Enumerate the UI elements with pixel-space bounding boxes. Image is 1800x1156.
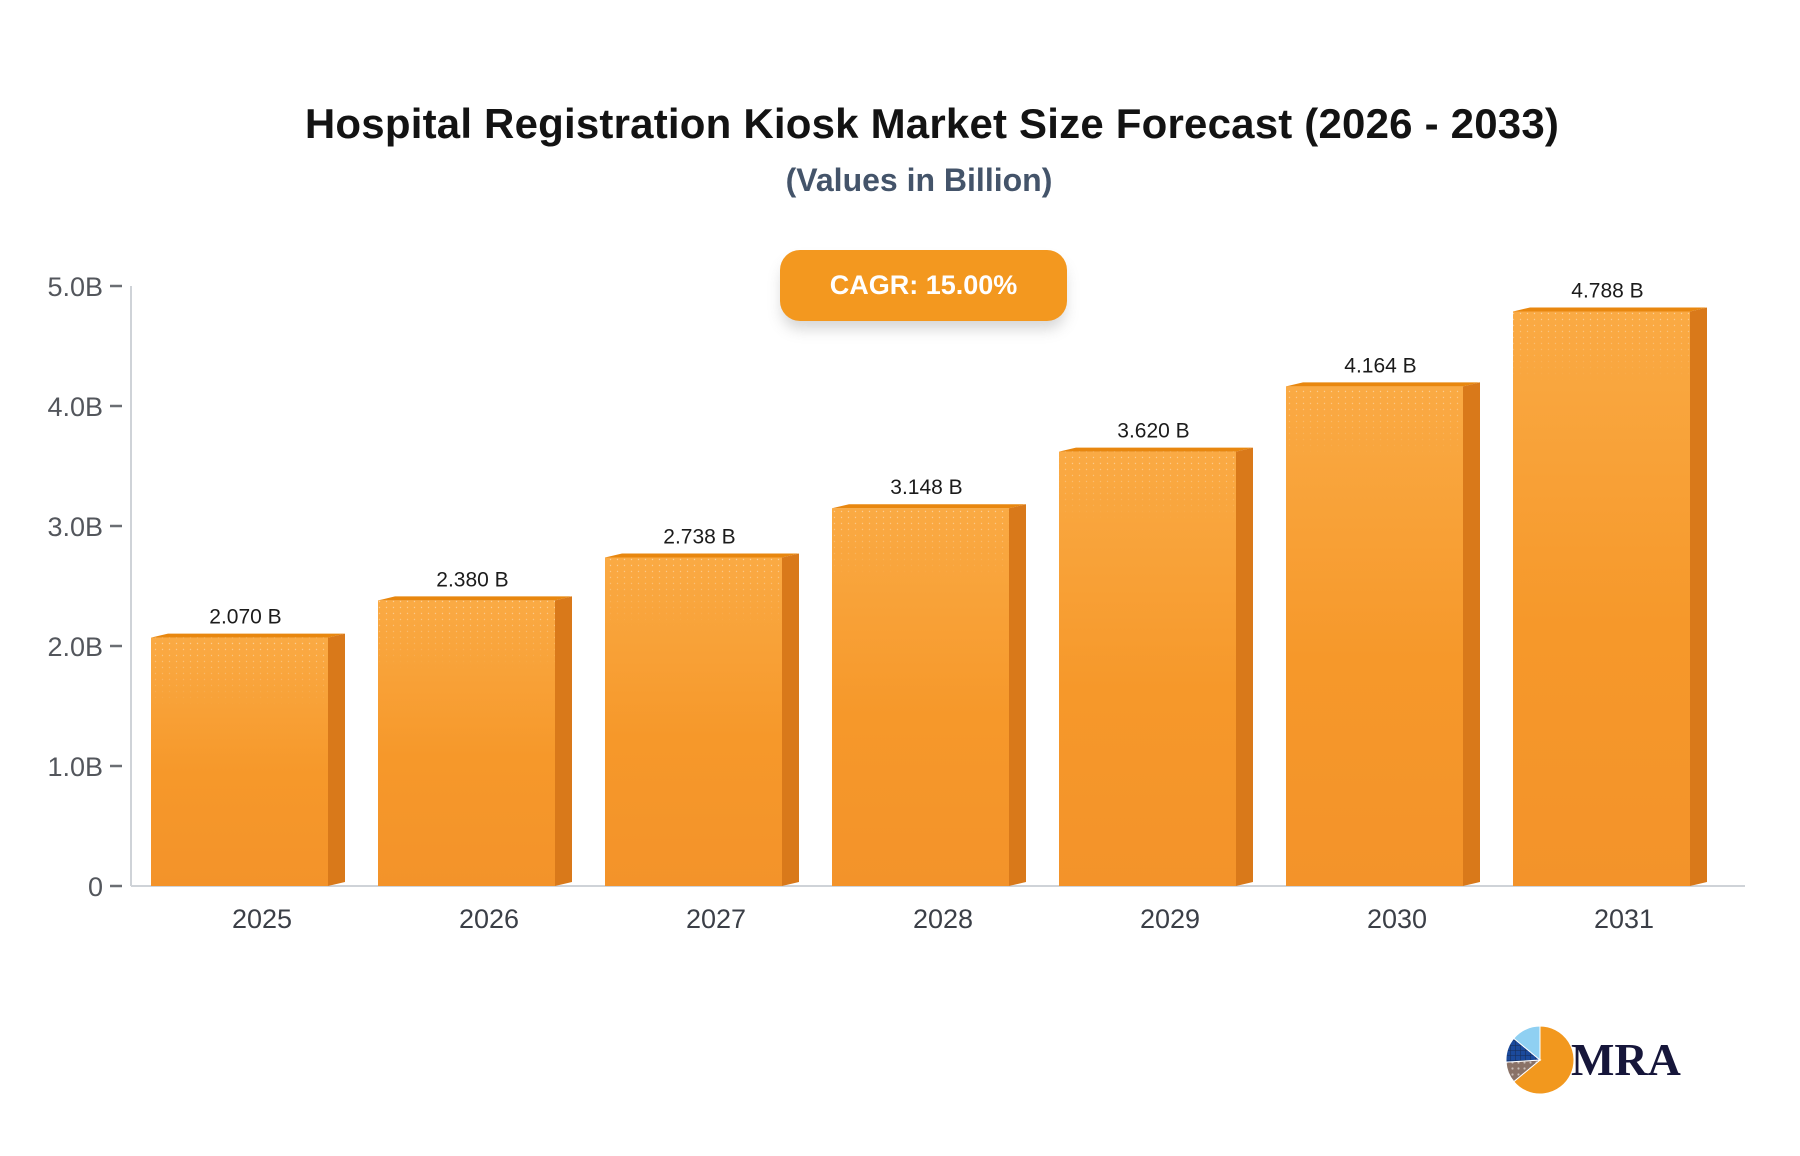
svg-text:1.0B: 1.0B (47, 752, 103, 782)
svg-text:2026: 2026 (459, 904, 519, 934)
svg-text:2.070 B: 2.070 B (209, 606, 281, 629)
svg-text:3.0B: 3.0B (47, 512, 103, 542)
svg-text:MRA: MRA (1571, 1034, 1681, 1085)
svg-text:2027: 2027 (686, 904, 746, 934)
svg-text:5.0B: 5.0B (47, 272, 103, 302)
svg-text:2029: 2029 (1140, 904, 1200, 934)
svg-text:0: 0 (88, 872, 103, 902)
svg-text:2.0B: 2.0B (47, 632, 103, 662)
svg-text:2.380 B: 2.380 B (436, 568, 508, 591)
svg-text:2028: 2028 (913, 904, 973, 934)
svg-text:4.788 B: 4.788 B (1571, 279, 1643, 302)
svg-text:2031: 2031 (1594, 904, 1654, 934)
svg-text:3.148 B: 3.148 B (890, 476, 962, 499)
svg-text:4.164 B: 4.164 B (1344, 354, 1416, 377)
svg-text:2030: 2030 (1367, 904, 1427, 934)
svg-text:4.0B: 4.0B (47, 392, 103, 422)
svg-text:2025: 2025 (232, 904, 292, 934)
svg-text:3.620 B: 3.620 B (1117, 420, 1189, 443)
svg-text:2.738 B: 2.738 B (663, 525, 735, 548)
